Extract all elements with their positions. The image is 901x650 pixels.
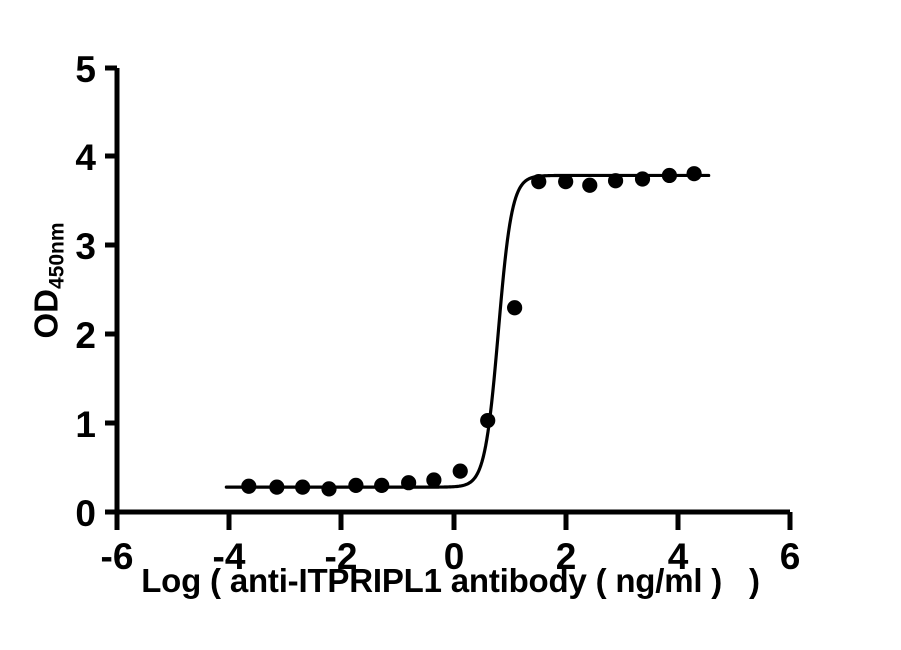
- y-tick-label-2: 2: [75, 315, 96, 356]
- y-axis-title-subscript: 450nm: [45, 221, 69, 289]
- y-axis-title-main: OD: [27, 288, 65, 339]
- data-point: [480, 412, 496, 429]
- y-tick-label-1: 1: [75, 404, 96, 445]
- y-tick-label-4: 4: [75, 137, 96, 178]
- y-tick-label-0: 0: [75, 493, 96, 534]
- data-point: [348, 477, 364, 493]
- data-point: [269, 479, 285, 495]
- data-point: [295, 479, 311, 495]
- x-tick-label-minus6: -6: [101, 536, 134, 577]
- x-tick-label-2: 2: [556, 536, 577, 577]
- x-tick-label-minus4: -4: [213, 536, 246, 577]
- data-point: [558, 174, 574, 190]
- data-point-series: [241, 166, 702, 497]
- data-point: [531, 174, 547, 190]
- y-axis-ticks: [105, 65, 117, 515]
- y-tick-label-5: 5: [75, 49, 96, 90]
- x-axis-ticks: [114, 512, 793, 530]
- data-point: [374, 477, 390, 493]
- data-point: [607, 173, 624, 189]
- x-axis-title: Log ( anti-ITPRIPL1 antibody ( ng/ml ) ): [141, 562, 760, 599]
- data-point: [452, 463, 468, 479]
- x-tick-label-0: 0: [444, 536, 465, 577]
- data-point: [634, 171, 651, 187]
- data-point: [582, 177, 598, 193]
- x-tick-label-minus2: -2: [325, 536, 358, 577]
- data-point: [686, 166, 702, 182]
- data-point: [321, 481, 337, 497]
- data-point: [241, 478, 257, 494]
- y-tick-label-3: 3: [75, 226, 96, 267]
- data-point: [426, 472, 442, 488]
- y-axis-title: OD450nm: [18, 180, 74, 380]
- data-point: [507, 300, 523, 316]
- data-point: [401, 475, 417, 491]
- data-point: [661, 167, 678, 184]
- x-tick-label-4: 4: [668, 536, 689, 577]
- x-tick-label-6: 6: [780, 536, 801, 577]
- sigmoid-fit-curve: [224, 173, 711, 489]
